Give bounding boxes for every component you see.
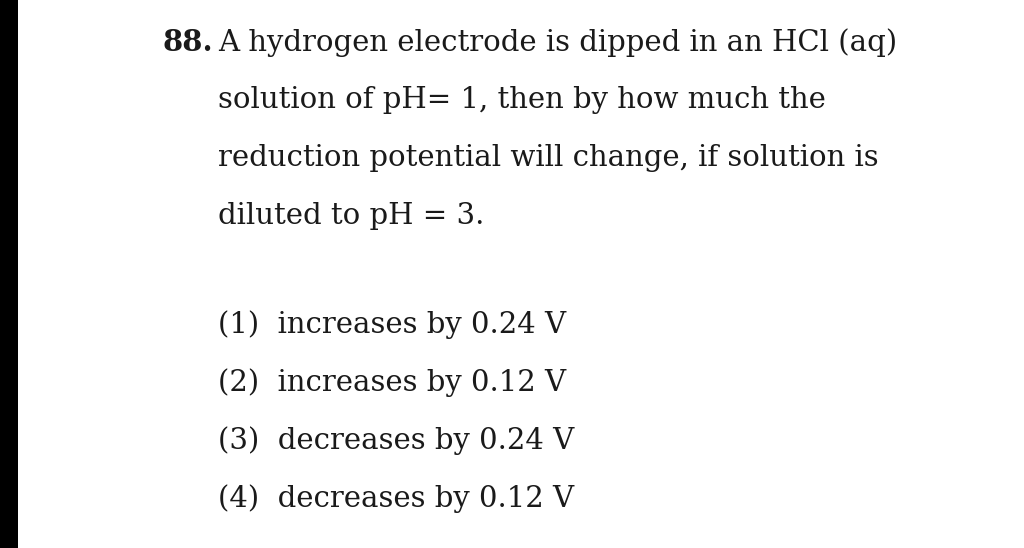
Bar [0,0,18,548]
Text: (3)  decreases by 0.24 V: (3) decreases by 0.24 V [218,426,574,455]
Text: diluted to pH = 3.: diluted to pH = 3. [218,202,484,230]
Text: (2)  increases by 0.12 V: (2) increases by 0.12 V [218,368,566,397]
Text: 88.: 88. [163,28,214,57]
Text: (1)  increases by 0.24 V: (1) increases by 0.24 V [218,310,566,339]
Text: reduction potential will change, if solution is: reduction potential will change, if solu… [218,144,879,172]
Text: (4)  decreases by 0.12 V: (4) decreases by 0.12 V [218,484,574,513]
Text: A hydrogen electrode is dipped in an HCl (aq): A hydrogen electrode is dipped in an HCl… [218,28,897,57]
Text: solution of pH= 1, then by how much the: solution of pH= 1, then by how much the [218,86,826,114]
